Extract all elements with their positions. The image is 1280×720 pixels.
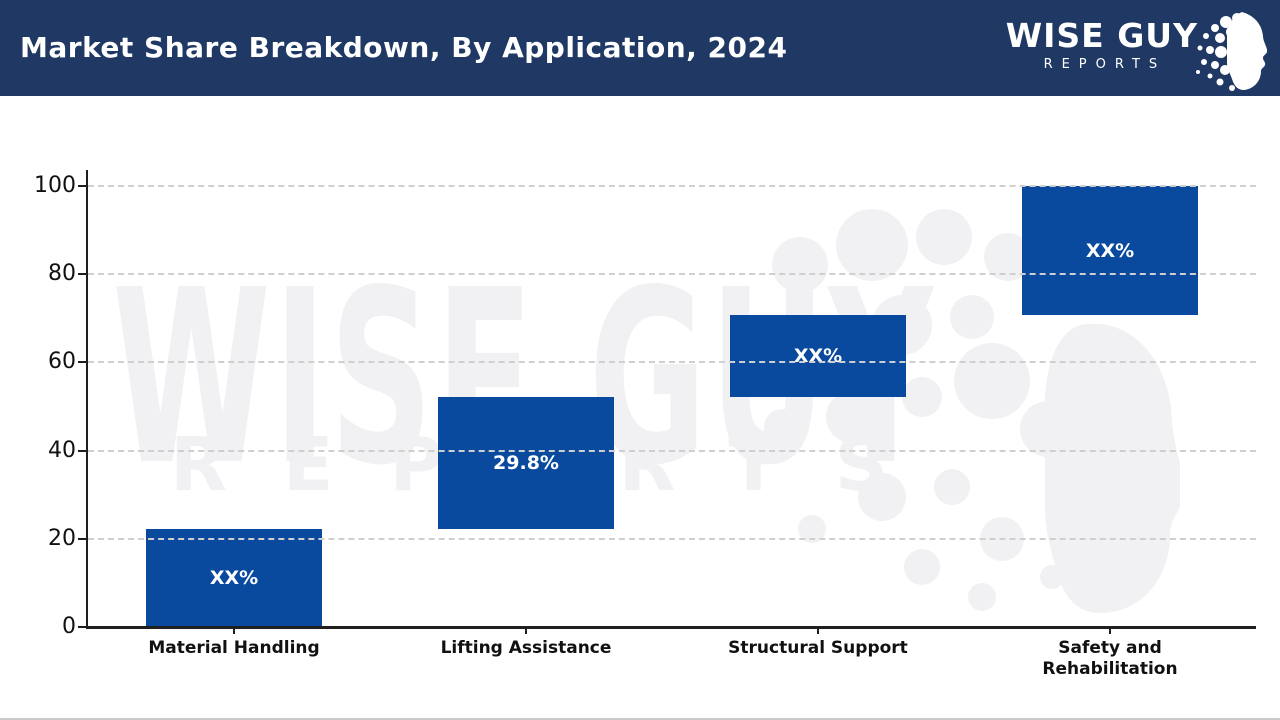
x-axis-category-label: Structural Support xyxy=(728,638,908,658)
y-axis-tick-label: 100 xyxy=(34,173,76,198)
y-axis-tick-label: 40 xyxy=(48,437,76,463)
x-axis-category-label: Safety and Rehabilitation xyxy=(1042,638,1178,679)
bar-value-label: XX% xyxy=(793,345,843,368)
bar-value-label: XX% xyxy=(1085,239,1135,262)
y-axis-tick xyxy=(78,273,88,276)
x-axis-tick xyxy=(233,627,235,634)
x-axis-tick xyxy=(525,627,527,634)
gridline xyxy=(88,185,1256,187)
bar-segment: XX% xyxy=(1022,186,1198,316)
y-axis-tick-label: 20 xyxy=(48,525,76,551)
bar-value-label: 29.8% xyxy=(493,451,559,474)
bar-segment: XX% xyxy=(730,315,906,398)
y-axis-tick-label: 60 xyxy=(48,349,76,375)
gridline xyxy=(88,449,1256,452)
gridline xyxy=(88,273,1256,276)
gridline xyxy=(88,537,1256,540)
wiseguy-logo-subtitle: REPORTS xyxy=(1043,57,1167,72)
x-axis-line xyxy=(86,626,1256,629)
wiseguy-logo: WISE GUY REPORTS xyxy=(1006,4,1270,92)
wiseguy-logo-name: WISE GUY xyxy=(1005,16,1198,55)
x-axis-category-label: Lifting Assistance xyxy=(440,638,612,658)
wiseguy-face-icon xyxy=(1196,12,1268,91)
y-axis-tick xyxy=(78,361,88,364)
bottom-border-line xyxy=(0,718,1280,720)
gridline xyxy=(88,361,1256,364)
header-band: Market Share Breakdown, By Application, … xyxy=(0,0,1280,96)
chart-title: Market Share Breakdown, By Application, … xyxy=(20,31,788,64)
bar-value-label: XX% xyxy=(209,566,259,589)
bar-segment: XX% xyxy=(146,528,322,627)
wiseguy-logo-text: WISE GUY REPORTS xyxy=(1005,16,1198,73)
y-axis-tick xyxy=(78,626,88,628)
bar-segment: 29.8% xyxy=(438,397,614,529)
y-axis-tick xyxy=(78,185,88,187)
y-axis-tick-label: 80 xyxy=(48,261,76,287)
y-axis-tick-label: 0 xyxy=(62,614,76,639)
x-axis-category-label: Material Handling xyxy=(148,638,320,658)
x-axis-tick xyxy=(1109,627,1111,634)
y-axis-line xyxy=(86,170,88,627)
y-axis-tick xyxy=(78,449,88,452)
x-axis-tick xyxy=(817,627,819,634)
y-axis-tick xyxy=(78,537,88,540)
